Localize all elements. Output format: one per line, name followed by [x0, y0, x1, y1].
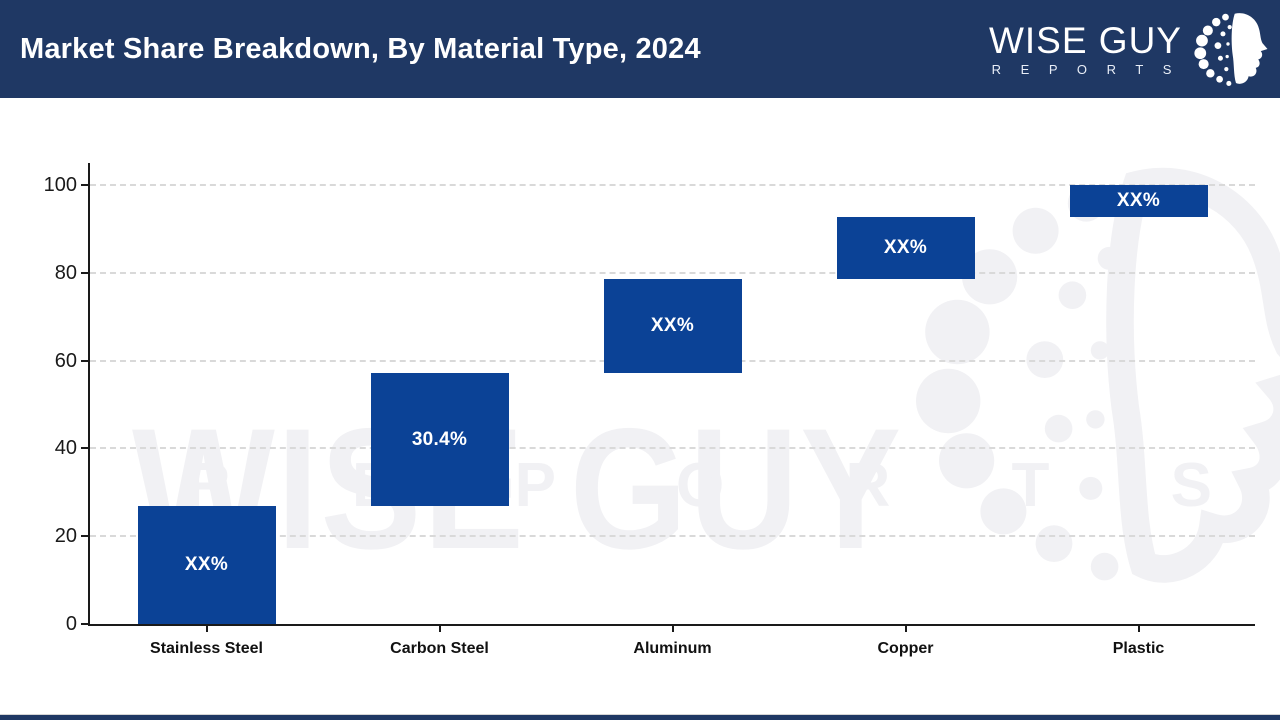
logo-text: WISE GUY R E P O R T S: [988, 20, 1182, 78]
gridline: [90, 271, 1255, 274]
y-tick-label: 80: [54, 261, 77, 284]
x-axis-tick: [904, 624, 907, 632]
bar-plastic: XX%: [1069, 184, 1208, 218]
watermark-subtitle: R E P O R T S: [186, 451, 1264, 520]
footer-accent-bar: [0, 714, 1280, 720]
y-tick-label: 40: [54, 437, 77, 460]
page-title: Market Share Breakdown, By Material Type…: [20, 32, 701, 65]
x-axis-tick: [671, 624, 674, 632]
y-axis-tick: [81, 447, 88, 450]
bar-copper: XX%: [836, 217, 975, 280]
logo-face-icon: [1194, 13, 1268, 86]
bar-value-label: XX%: [1116, 189, 1161, 211]
y-axis-tick: [81, 535, 88, 538]
x-axis-tick: [205, 624, 208, 632]
y-axis-tick: [81, 359, 88, 362]
gridline: [90, 183, 1255, 186]
logo-wordmark: WISE GUY: [988, 20, 1182, 61]
y-tick-label: 0: [65, 613, 77, 635]
gridline: [90, 535, 1255, 538]
y-tick-label: 100: [43, 173, 77, 196]
x-category-label: Copper: [877, 640, 934, 657]
x-category-label: Carbon Steel: [390, 640, 489, 657]
bar-value-label: XX%: [883, 237, 928, 259]
y-tick-label: 20: [54, 525, 77, 548]
y-tick-label: 60: [54, 349, 77, 372]
gridline: [90, 447, 1255, 450]
watermark-face-icon: [916, 167, 1280, 583]
wiseguy-logo: WISE GUY R E P O R T S: [989, 8, 1270, 90]
bar-aluminum: XX%: [603, 279, 742, 373]
y-axis-tick: [81, 183, 88, 186]
x-category-label: Stainless Steel: [150, 640, 263, 657]
bar-value-label: 30.4%: [411, 428, 468, 450]
x-category-label: Plastic: [1112, 640, 1165, 657]
x-axis-tick: [438, 624, 441, 632]
bar-carbon-steel: 30.4%: [370, 372, 509, 507]
header: Market Share Breakdown, By Material Type…: [0, 0, 1280, 98]
x-axis-tick: [1137, 624, 1140, 632]
bar-stainless-steel: XX%: [137, 506, 276, 624]
y-axis-tick: [81, 623, 88, 625]
bar-value-label: XX%: [650, 315, 695, 337]
chart-area: WISE GUY R E P O R T S 0 20 40 60 80 100 XX% St…: [0, 98, 1280, 714]
x-category-label: Aluminum: [633, 640, 712, 657]
logo-subtitle: R E P O R T S: [991, 62, 1180, 77]
plot-area: 0 20 40 60 80 100 XX% Stainless Steel 30.4% Carbo…: [44, 163, 1255, 657]
bar-value-label: XX%: [184, 554, 229, 576]
y-axis-tick: [81, 271, 88, 274]
